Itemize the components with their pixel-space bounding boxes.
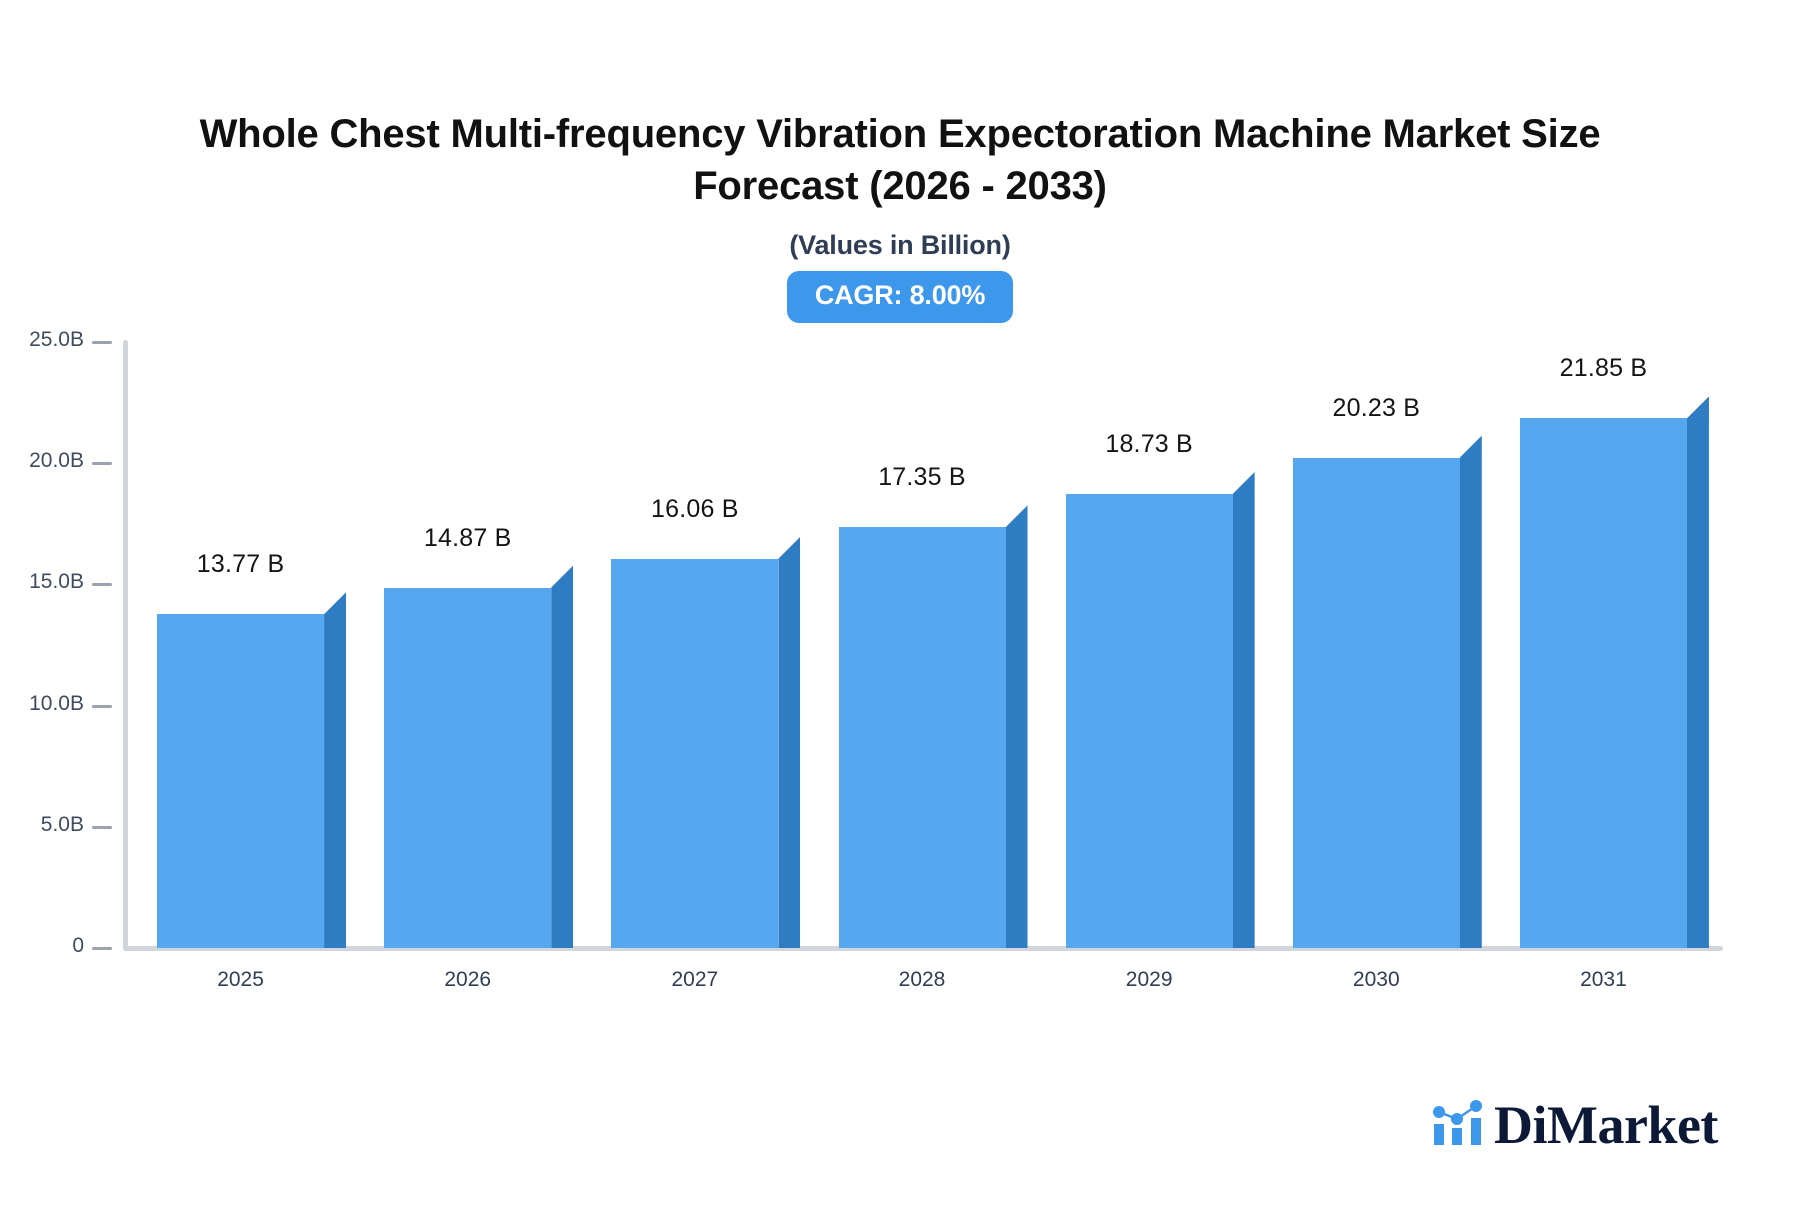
bar-value-label: 14.87 B (423, 523, 512, 552)
bar-chart-icon (1432, 1099, 1484, 1152)
x-axis-tick-label: 2028 (898, 968, 946, 991)
y-axis-tick-mark (92, 825, 112, 829)
y-axis-tick-mark (92, 704, 112, 708)
page-title: Whole Chest Multi-frequency Vibration Ex… (199, 112, 1601, 208)
logo-text: DiMarket (1494, 1095, 1718, 1155)
x-axis-tick-label: 2029 (1125, 968, 1173, 991)
bar[interactable] (1292, 457, 1460, 948)
bar[interactable] (838, 527, 1006, 948)
bar-value-label: 20.23 B (1332, 393, 1421, 422)
bar-value-label: 13.77 B (196, 550, 285, 579)
bar-value-label: 16.06 B (651, 494, 739, 523)
x-axis-tick-label: 2025 (217, 968, 264, 991)
y-axis-tick-mark (92, 583, 112, 587)
bar[interactable] (157, 614, 325, 948)
y-axis-tick-label: 15.0B (29, 570, 84, 594)
y-axis-tick-label: 10.0B (29, 691, 84, 715)
y-axis-tick-label: 20.0B (29, 449, 84, 473)
bar-side-face (1005, 505, 1028, 948)
bar-side-face (778, 536, 801, 948)
bar-value-label: 21.85 B (1559, 354, 1648, 383)
bar-side-face (1459, 435, 1482, 948)
bar[interactable] (611, 558, 779, 948)
x-axis-tick-label: 2026 (444, 968, 492, 991)
x-axis-tick-label: 2030 (1352, 968, 1400, 991)
y-axis-line (123, 340, 128, 951)
bar-side-face (551, 565, 574, 948)
x-axis-tick-label: 2027 (671, 968, 719, 991)
bar-side-face (324, 592, 347, 948)
x-axis-tick-label: 2031 (1580, 968, 1627, 991)
bar-side-face (1232, 471, 1255, 948)
bar-value-label: 17.35 B (878, 463, 966, 492)
bar[interactable] (1519, 418, 1687, 948)
y-axis-tick-label: 5.0B (40, 812, 84, 836)
x-axis-line (123, 946, 1723, 951)
bar[interactable] (384, 587, 552, 948)
bar-value-label: 18.73 B (1105, 429, 1193, 458)
chart-subtitle: (Values in Billion) (789, 230, 1011, 260)
brand-logo: DiMarket (1432, 1098, 1718, 1152)
y-axis-tick-label: 25.0B (29, 328, 84, 351)
y-axis-tick-mark (92, 462, 112, 466)
cagr-badge-container: CAGR: 8.00% (0, 271, 1800, 323)
y-axis-tick-mark (92, 947, 112, 950)
y-axis-tick-label: 0 (72, 934, 84, 957)
chart-header: Whole Chest Multi-frequency Vibration Ex… (0, 0, 1800, 323)
cagr-badge: CAGR: 8.00% (786, 271, 1014, 323)
y-axis-tick-mark (92, 341, 112, 344)
bar-side-face (1686, 396, 1709, 948)
bar[interactable] (1065, 493, 1233, 948)
